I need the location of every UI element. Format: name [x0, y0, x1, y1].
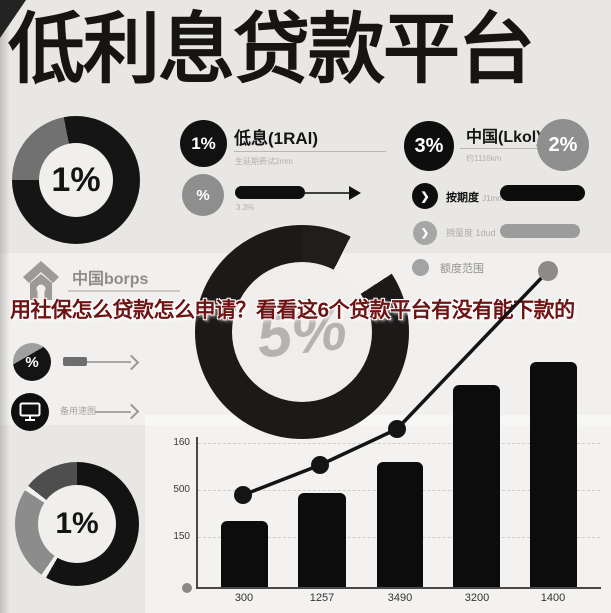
donut-center-hole: 5%: [232, 262, 372, 402]
china-rate-badge-2: 2%: [537, 119, 589, 171]
left-edge-shadow: [0, 0, 10, 613]
x-tick-label: 3200: [464, 592, 490, 604]
percent-circle-icon: %: [13, 343, 51, 381]
x-tick-label: 3490: [387, 592, 413, 604]
monitor-label: 备用速图: [60, 406, 97, 416]
y-tick-label: 150: [173, 531, 190, 542]
chevron-icon: ❯: [412, 183, 438, 209]
row-label-bold: 按期度: [446, 192, 479, 204]
monitor-icon: [19, 402, 41, 421]
progress-pill: [235, 186, 305, 199]
headline-overlay: 用社保怎么贷款怎么申请？看看这6个贷款平台有没有能下款的: [10, 299, 575, 322]
china-rate-badge: 3%: [404, 121, 454, 171]
chevron-icon: ❯: [413, 221, 437, 245]
arrow-line: [305, 192, 351, 194]
bullet-dot-icon: [412, 259, 429, 276]
x-tick-label: 300: [234, 592, 254, 604]
rate-note: 3.3%: [236, 203, 255, 212]
donut-chart-top-left: 1%: [12, 116, 140, 244]
y-tick-label: 160: [173, 437, 190, 448]
donut-value: 1%: [38, 485, 116, 563]
loan-subtext: 生延期费试2mm: [235, 157, 293, 166]
x-tick-label: 1400: [540, 592, 566, 604]
home-icon: [23, 261, 59, 300]
donut-chart-center: 5%: [195, 225, 409, 439]
bar: [221, 521, 268, 587]
divider: [460, 148, 560, 149]
arrow-line: [87, 361, 131, 363]
y-axis: [196, 437, 198, 588]
page-title: 低利息贷款平台: [8, 7, 535, 93]
donut-chart-bottom-left: 1%: [15, 462, 139, 586]
row-label-1: 按期度 J1mm: [446, 189, 504, 205]
row-label-2: 拥量度 1dud: [446, 228, 496, 238]
loan-heading: 低息(1RAl): [234, 129, 319, 148]
origin-dot: [182, 583, 192, 593]
arrow-line: [95, 411, 131, 413]
china-heading: 中国(Lkol): [466, 129, 542, 146]
row-label-light: J1mm: [482, 194, 504, 203]
x-axis: [196, 587, 601, 589]
monitor-circle: [11, 393, 49, 431]
x-tick-label: 1257: [309, 592, 335, 604]
divider: [234, 151, 386, 152]
range-label: 额度范围: [440, 263, 484, 275]
value-pill-dark: [500, 185, 585, 201]
percent-badge: %: [182, 174, 224, 216]
value-pill-gray: [500, 224, 580, 238]
bar: [377, 462, 423, 587]
bar: [298, 493, 346, 587]
china-subtext: 约1116km: [466, 154, 502, 163]
donut-value: 1%: [39, 143, 113, 217]
bar: [530, 362, 577, 587]
mini-bar: [63, 357, 87, 366]
y-tick-label: 500: [173, 484, 190, 495]
arrow-right-icon: [349, 186, 361, 200]
divider: [68, 290, 180, 292]
bar: [453, 385, 500, 587]
home-label: 中国borps: [72, 271, 149, 288]
loan-rate-badge: 1%: [180, 120, 227, 167]
